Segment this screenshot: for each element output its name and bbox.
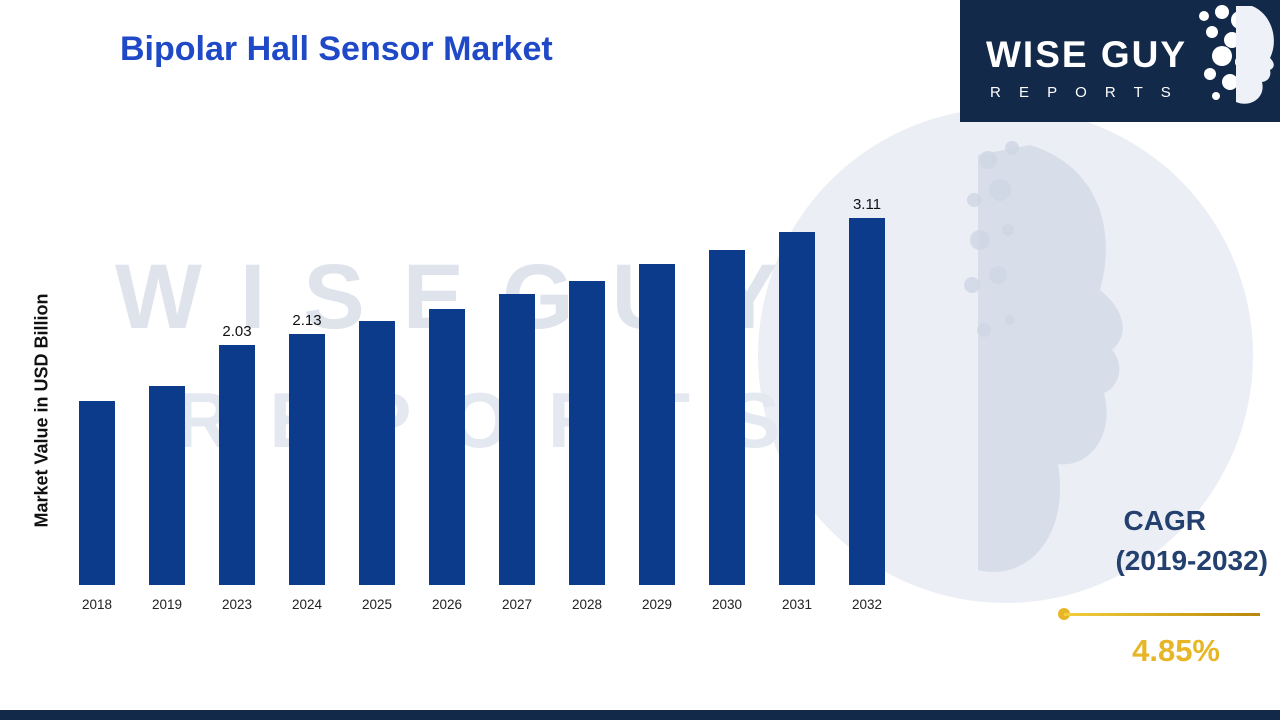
y-axis-label: Market Value in USD Billion: [31, 293, 52, 528]
bar-2032: [849, 218, 885, 585]
logo-subtitle: R E P O R T S: [990, 84, 1178, 101]
bar-2024: [289, 334, 325, 585]
bar-group: 3.11 2032: [832, 145, 902, 612]
bar-group: 2030: [692, 145, 762, 612]
x-tick-label: 2023: [221, 597, 253, 612]
x-tick-label: 2024: [291, 597, 323, 612]
bar-group: 2026: [412, 145, 482, 612]
x-tick-label: 2025: [361, 597, 393, 612]
watermark-text-line2: REPORTS: [175, 376, 819, 464]
bar-group: 2027: [482, 145, 552, 612]
bar-group: 2029: [622, 145, 692, 612]
bar-2026: [429, 309, 465, 585]
cagr-block: CAGR (2019-2032) 4.85%: [998, 505, 1268, 668]
bar-group: 2.13 2024: [272, 145, 342, 612]
bar-2029: [639, 264, 675, 585]
bar-group: 2019: [132, 145, 202, 612]
x-tick-label: 2028: [571, 597, 603, 612]
bar-value-label: 2.13: [292, 312, 322, 329]
bar-2018: [79, 401, 115, 585]
cagr-underline: [1064, 613, 1260, 616]
x-tick-label: 2019: [151, 597, 183, 612]
bar-plot: 2018 2019 2.03 2023 2.13 2024 2025 2026 2027 2028…: [62, 145, 908, 612]
logo-face-icon: [1199, 5, 1274, 104]
bar-2025: [359, 321, 395, 585]
cagr-value: 4.85%: [1132, 633, 1220, 668]
bar-2019: [149, 386, 185, 585]
x-tick-label: 2029: [641, 597, 673, 612]
bar-value-label: 2.03: [222, 323, 252, 340]
cagr-range: (2019-2032): [1115, 545, 1268, 576]
bar-2031: [779, 232, 815, 585]
x-tick-label: 2027: [501, 597, 533, 612]
bar-group: 2025: [342, 145, 412, 612]
bar-group: 2031: [762, 145, 832, 612]
x-tick-label: 2026: [431, 597, 463, 612]
bar-value-label: 3.11: [852, 196, 882, 213]
x-tick-label: 2030: [711, 597, 743, 612]
logo-header: WISE GUY R E P O R T S: [960, 0, 1280, 122]
logo-wordmark: WISE GUY: [986, 34, 1188, 75]
bar-2028: [569, 281, 605, 585]
bar-2027: [499, 294, 535, 585]
page-title: Bipolar Hall Sensor Market: [120, 30, 553, 68]
bar-group: 2028: [552, 145, 622, 612]
bar-group: 2018: [62, 145, 132, 612]
bar-2030: [709, 250, 745, 585]
watermark-face-icon: [964, 141, 1123, 572]
cagr-label: CAGR: [1123, 505, 1206, 536]
bar-group: 2.03 2023: [202, 145, 272, 612]
x-tick-label: 2018: [81, 597, 113, 612]
bottom-accent-bar: [0, 710, 1280, 720]
bar-2023: [219, 345, 255, 585]
x-tick-label: 2032: [851, 597, 883, 612]
x-tick-label: 2031: [781, 597, 813, 612]
